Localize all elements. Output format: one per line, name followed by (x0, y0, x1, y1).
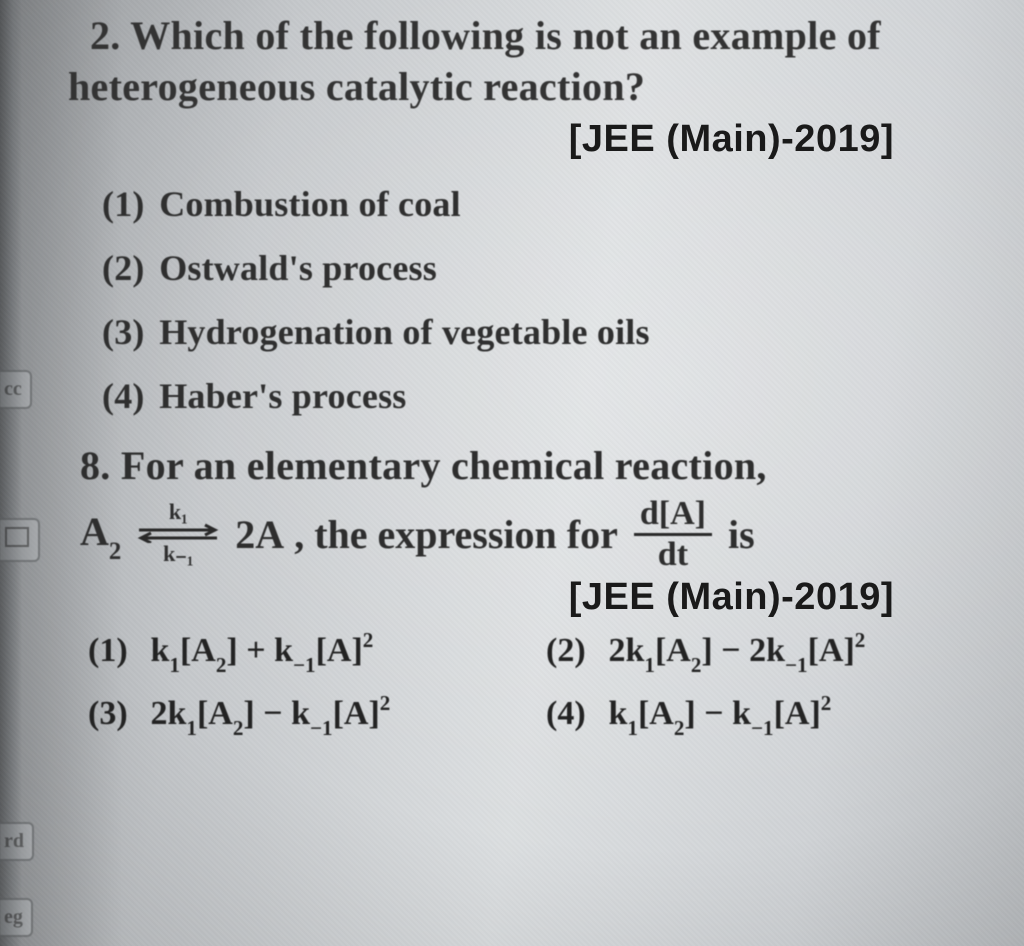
q2-answer: (1) k1[A2] + k−1[A]2 (88, 629, 516, 674)
q2-prefix: 8. (80, 443, 111, 488)
k-reverse: k₋₁ (163, 543, 193, 565)
fraction-numerator: d[A] (634, 497, 712, 536)
k-forward: k₁ (169, 501, 188, 523)
side-tab: cc (0, 370, 32, 409)
q2-answer: (4) k1[A2] − k−1[A]2 (546, 693, 974, 738)
species-symbol: A (80, 509, 109, 554)
page: 2. Which of the following is not an exam… (0, 0, 1024, 946)
q2-product: 2A (235, 511, 284, 558)
q1-option: (4) Haber's process (102, 375, 984, 417)
q2-species-left: A2 (80, 508, 121, 561)
q1-stem-line1: Which of the following is not an example… (130, 13, 881, 58)
q2-answer: (3) 2k1[A2] − k−1[A]2 (88, 693, 516, 738)
fraction-denominator: dt (652, 536, 694, 572)
q2-mid-text: , the expression for (294, 511, 618, 558)
q2-source-tag: [JEE (Main)-2019] (60, 576, 894, 619)
option-number: (2) (102, 247, 150, 289)
q1-prefix: 2. (90, 13, 121, 58)
option-number: (1) (102, 183, 150, 225)
answer-expression: k1[A2] − k−1[A]2 (609, 695, 832, 732)
q2-stem-line2: A2 k₁ k₋₁ 2A , the expression for d[A] d… (80, 497, 964, 572)
species-subscript: 2 (109, 538, 121, 565)
q2-answers: (1) k1[A2] + k−1[A]2 (2) 2k1[A2] − 2k−1[… (88, 629, 974, 737)
option-text: Ostwald's process (159, 248, 437, 288)
q2-trail: is (728, 511, 755, 558)
answer-expression: 2k1[A2] − 2k−1[A]2 (609, 632, 866, 669)
option-text: Haber's process (159, 376, 406, 416)
answer-expression: k1[A2] + k−1[A]2 (151, 632, 374, 669)
q2-answer: (2) 2k1[A2] − 2k−1[A]2 (546, 629, 974, 674)
q2-stem-line1: 8. For an elementary chemical reaction, (80, 439, 964, 493)
answer-number: (3) (88, 695, 142, 733)
q1-option: (2) Ostwald's process (102, 247, 984, 289)
option-text: Combustion of coal (159, 184, 461, 224)
q1-options: (1) Combustion of coal (2) Ostwald's pro… (102, 183, 984, 417)
answer-number: (1) (88, 632, 142, 670)
q1-stem: 2. Which of the following is not an exam… (90, 10, 974, 112)
q1-option: (3) Hydrogenation of vegetable oils (102, 311, 984, 353)
q1-option: (1) Combustion of coal (102, 183, 984, 225)
equilibrium-arrows-icon: k₁ k₋₁ (135, 501, 221, 565)
q1-stem-line2: heterogeneous catalytic reaction? (68, 61, 974, 112)
q2-lead: For an elementary chemical reaction, (121, 443, 767, 488)
answer-number: (4) (546, 695, 600, 733)
side-tab (0, 518, 40, 562)
option-number: (4) (102, 375, 150, 417)
option-text: Hydrogenation of vegetable oils (159, 312, 650, 352)
answer-expression: 2k1[A2] − k−1[A]2 (151, 695, 391, 732)
rate-fraction: d[A] dt (634, 497, 712, 572)
side-tab: rd (0, 822, 34, 861)
option-number: (3) (102, 311, 150, 353)
answer-number: (2) (546, 632, 600, 670)
side-tab: eg (0, 898, 33, 937)
q1-source-tag: [JEE (Main)-2019] (60, 118, 894, 161)
